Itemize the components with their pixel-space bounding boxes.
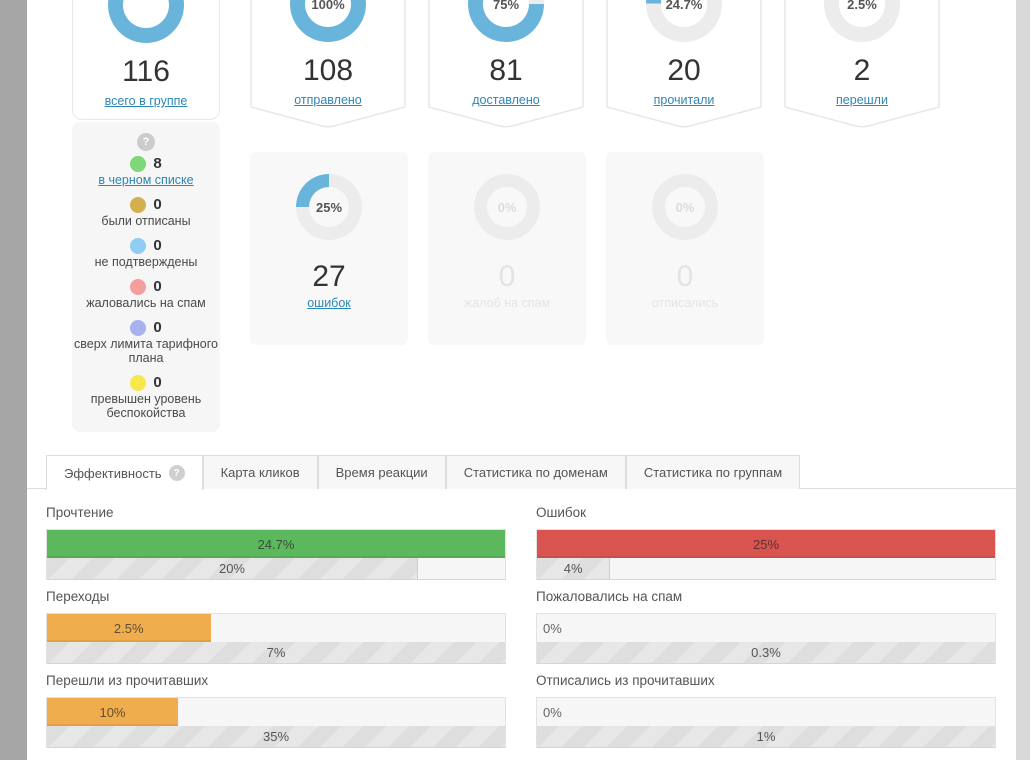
- stat-card-total: 116 всего в группе: [72, 0, 220, 120]
- stat-value: 116: [122, 55, 170, 88]
- donut-gauge-clicked: 2.5%: [824, 0, 900, 42]
- metric-click-to-open: Перешли из прочитавших 10% 35%: [46, 673, 506, 748]
- stat-value: 20: [667, 54, 701, 87]
- unsubscribed-label: отписались: [651, 296, 719, 310]
- legend-item-unconfirmed: 0 не подтверждены: [94, 237, 198, 269]
- stat-value: 27: [312, 260, 346, 293]
- benchmark-bar: 1%: [537, 726, 995, 747]
- donut-gauge-sent: 100%: [290, 0, 366, 42]
- value-bar: 2.5%: [47, 614, 505, 642]
- tab-reaction-time[interactable]: Время реакции: [317, 455, 446, 489]
- tab-group-stats[interactable]: Статистика по группам: [625, 455, 801, 489]
- stat-value: 81: [489, 54, 523, 87]
- stat-link-total[interactable]: всего в группе: [104, 94, 188, 108]
- gauge-percent-label: 0%: [487, 187, 527, 227]
- stat-card-unsubscribed: 0% 0 отписались: [606, 152, 764, 345]
- legend-item-over-limit: 0 сверх лимита тарифного плана: [74, 319, 218, 365]
- spam-dot-icon: [130, 278, 147, 295]
- help-icon[interactable]: ?: [137, 133, 155, 151]
- legend-item-anxiety-level: 0 превышен уровень беспокойства: [90, 374, 202, 420]
- spam-complaints-label: жалоб на спам: [463, 296, 551, 310]
- gauge-percent-label: 25%: [309, 187, 349, 227]
- donut-gauge-total: [108, 0, 184, 43]
- legend-item-blacklist: 8 в черном списке: [98, 155, 194, 187]
- tab-click-map[interactable]: Карта кликов: [202, 455, 318, 489]
- stat-link-read[interactable]: прочитали: [653, 93, 715, 107]
- metric-read-rate: Прочтение 24.7% 20%: [46, 505, 506, 580]
- metric-click-rate: Переходы 2.5% 7%: [46, 589, 506, 664]
- benchmark-bar: 20%: [47, 558, 505, 579]
- metric-spam-rate: Пожаловались на спам 0% 0.3%: [536, 589, 996, 664]
- errors-link[interactable]: ошибок: [307, 296, 351, 310]
- unsubscribed-dot-icon: [130, 196, 147, 213]
- metric-unsub-to-open: Отписались из прочитавших 0% 1%: [536, 673, 996, 748]
- benchmark-bar: 7%: [47, 642, 505, 663]
- benchmark-bar: 4%: [537, 558, 995, 579]
- donut-gauge-read: 24.7%: [646, 0, 722, 42]
- stat-card-spam-complaints: 0% 0 жалоб на спам: [428, 152, 586, 345]
- value-bar: 0%: [537, 698, 995, 726]
- metric-error-rate: Ошибок 25% 4%: [536, 505, 996, 580]
- legend-item-spam-complaints: 0 жаловались на спам: [86, 278, 206, 310]
- stat-card-delivered: 75% 81 доставлено: [428, 0, 584, 130]
- badge-shape: [250, 0, 406, 128]
- page-right-gutter: [1016, 0, 1030, 760]
- stat-card-sent: 100% 108 отправлено: [250, 0, 406, 130]
- unconfirmed-dot-icon: [130, 237, 147, 254]
- stat-card-read: 24.7% 20 прочитали: [606, 0, 762, 130]
- donut-gauge-delivered: 75%: [468, 0, 544, 42]
- stat-link-delivered[interactable]: доставлено: [472, 93, 540, 107]
- stat-link-sent[interactable]: отправлено: [294, 93, 362, 107]
- badge-shape: [428, 0, 584, 128]
- over-limit-dot-icon: [130, 319, 147, 336]
- badge-shape: [606, 0, 762, 128]
- value-bar: 24.7%: [47, 530, 505, 558]
- benchmark-bar: 0.3%: [537, 642, 995, 663]
- value-bar: 10%: [47, 698, 505, 726]
- donut-gauge-spam: 0%: [474, 174, 540, 240]
- page-left-gutter: [0, 0, 27, 760]
- tab-effectiveness[interactable]: Эффективность ?: [46, 455, 203, 490]
- stat-value: 108: [302, 54, 354, 87]
- gauge-percent-label: 0%: [665, 187, 705, 227]
- legend-item-unsubscribed: 0 были отписаны: [101, 196, 191, 228]
- metrics-column-left: Прочтение 24.7% 20% Переходы 2.5% 7%: [46, 505, 506, 757]
- value-bar: 25%: [537, 530, 995, 558]
- badge-shape: [784, 0, 940, 128]
- stat-link-clicked[interactable]: перешли: [836, 93, 888, 107]
- value-bar: 0%: [537, 614, 995, 642]
- tab-domain-stats[interactable]: Статистика по доменам: [445, 455, 626, 489]
- stat-value: 0: [498, 260, 516, 293]
- stats-tabs: Эффективность ? Карта кликов Время реакц…: [46, 455, 801, 490]
- donut-gauge-errors: 25%: [296, 174, 362, 240]
- benchmark-bar: 35%: [47, 726, 505, 747]
- stat-value: 2: [853, 54, 871, 87]
- blacklist-dot-icon: [130, 155, 147, 172]
- group-breakdown-panel: ? 8 в черном списке 0 были отписаны 0 не…: [72, 122, 220, 432]
- stat-card-errors: 25% 27 ошибок: [250, 152, 408, 345]
- stat-card-clicked: 2.5% 2 перешли: [784, 0, 940, 130]
- anxiety-dot-icon: [130, 374, 147, 391]
- metrics-column-right: Ошибок 25% 4% Пожаловались на спам 0% 0.…: [536, 505, 996, 757]
- donut-gauge-unsubscribed: 0%: [652, 174, 718, 240]
- blacklist-link[interactable]: в черном списке: [98, 173, 194, 187]
- help-icon[interactable]: ?: [168, 465, 185, 481]
- stat-value: 0: [676, 260, 694, 293]
